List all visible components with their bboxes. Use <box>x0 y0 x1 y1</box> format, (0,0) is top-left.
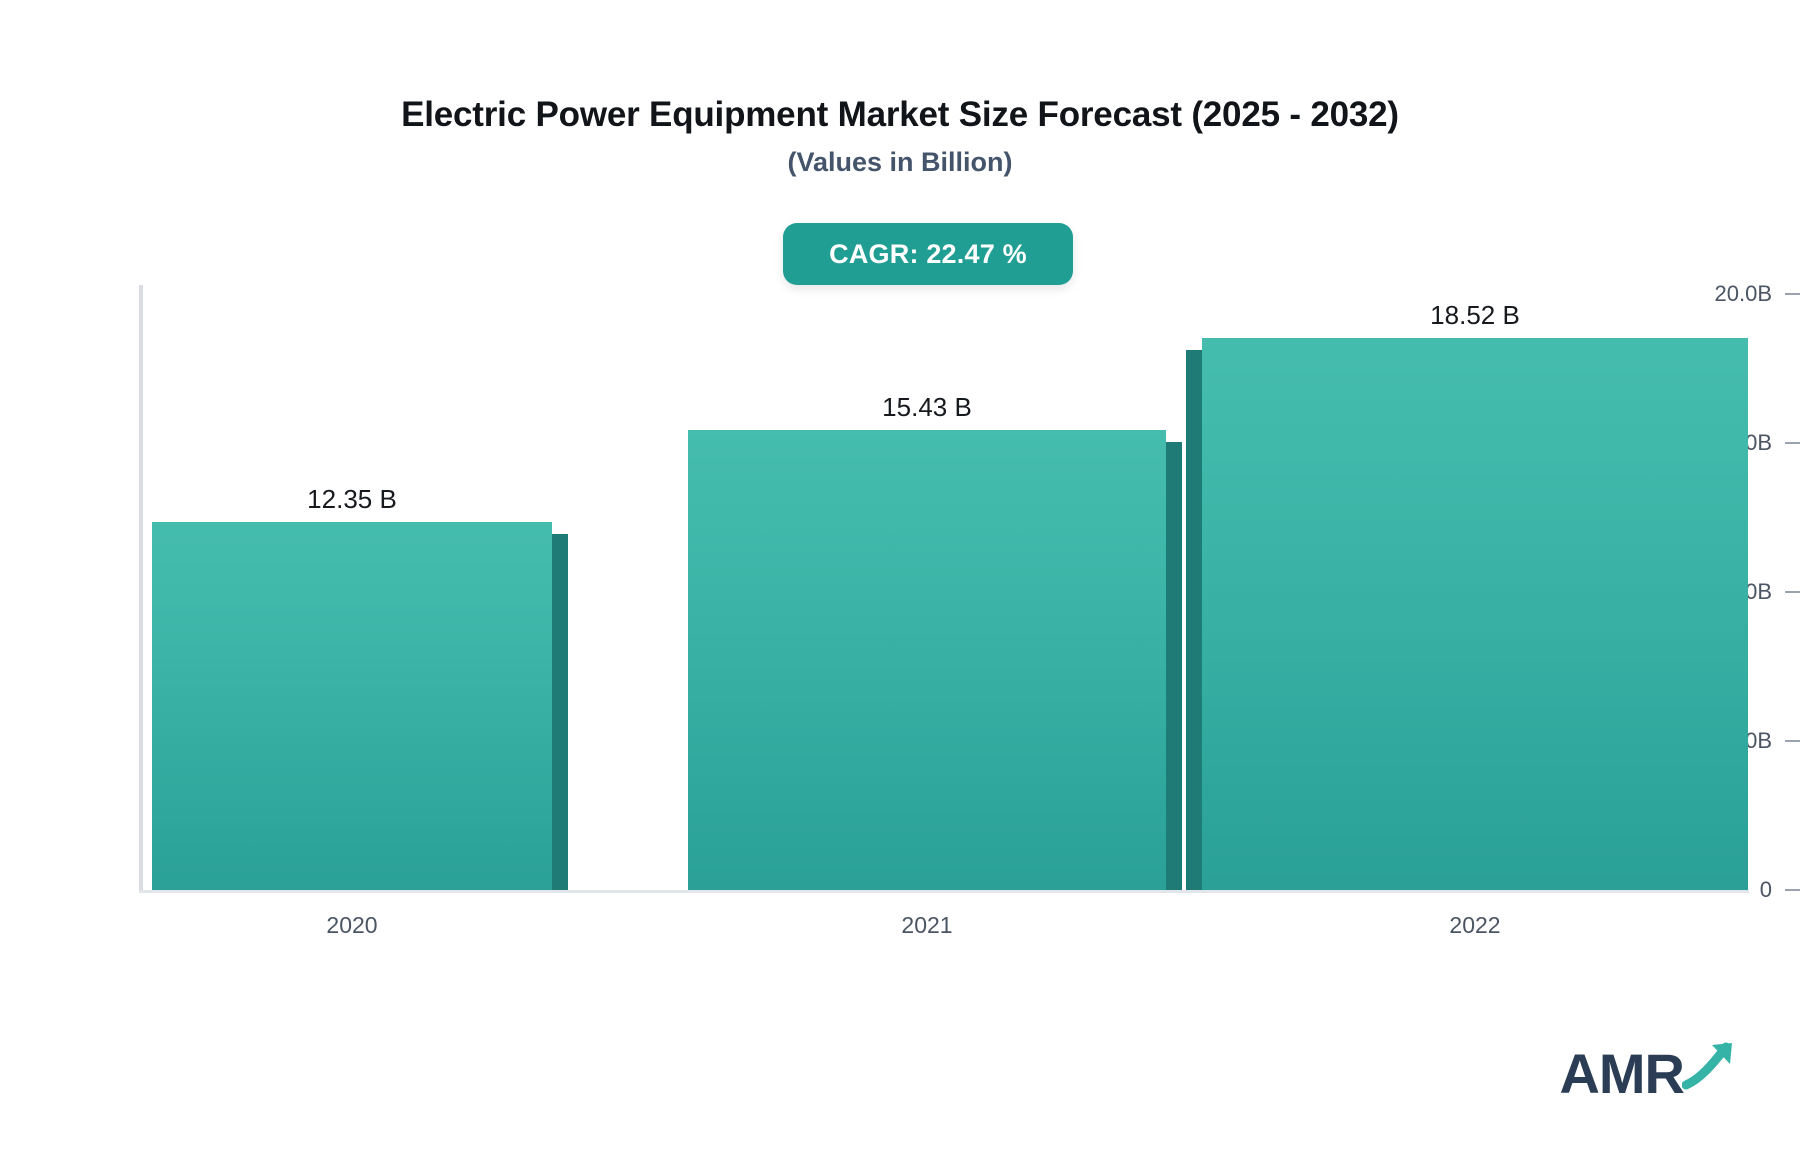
bar-side-face <box>1166 442 1182 890</box>
bar-front-face[interactable] <box>1202 338 1748 890</box>
amr-logo-text: AMR <box>1559 1042 1685 1105</box>
bar-group[interactable]: 15.43 B <box>688 392 1182 890</box>
chart-title: Electric Power Equipment Market Size For… <box>401 95 1399 134</box>
bar-side-face <box>1186 350 1202 890</box>
bar-group[interactable]: 18.52 B <box>1186 300 1748 890</box>
bar-front-face[interactable] <box>688 430 1166 890</box>
growth-arrow-icon <box>1681 1039 1740 1096</box>
bar-front-face[interactable] <box>152 521 552 890</box>
chart-subtitle: (Values in Billion) <box>787 147 1013 177</box>
bar-side-face <box>552 533 568 890</box>
bar-value-label: 18.52 B <box>1430 300 1520 331</box>
x-axis-tick-label: 2022 <box>1449 912 1501 938</box>
x-axis-line <box>139 890 1749 893</box>
amr-logo: AMR <box>1559 1042 1744 1105</box>
y-axis-tick-mark <box>1785 293 1800 295</box>
y-axis-tick-mark <box>1785 740 1800 742</box>
bar-value-label: 15.43 B <box>882 392 972 423</box>
y-axis-tick-label: 0 <box>1759 877 1772 902</box>
y-axis-tick-label: 20.0B <box>1714 281 1773 306</box>
cagr-badge-label: CAGR: 22.47 % <box>829 238 1027 269</box>
bar-value-label: 12.35 B <box>307 483 397 514</box>
y-axis-tick: 20.0B <box>1665 281 1800 306</box>
y-axis-line <box>139 285 143 892</box>
bar-group[interactable]: 12.35 B <box>152 484 568 890</box>
y-axis-tick-mark <box>1785 889 1800 891</box>
x-axis-tick-label: 2021 <box>901 912 953 938</box>
x-axis-tick-label: 2020 <box>326 912 378 938</box>
y-axis-tick-mark <box>1785 591 1800 593</box>
y-axis-tick-mark <box>1785 442 1800 444</box>
cagr-badge: CAGR: 22.47 % <box>783 223 1073 285</box>
y-axis-tick: 0 <box>1665 877 1800 902</box>
